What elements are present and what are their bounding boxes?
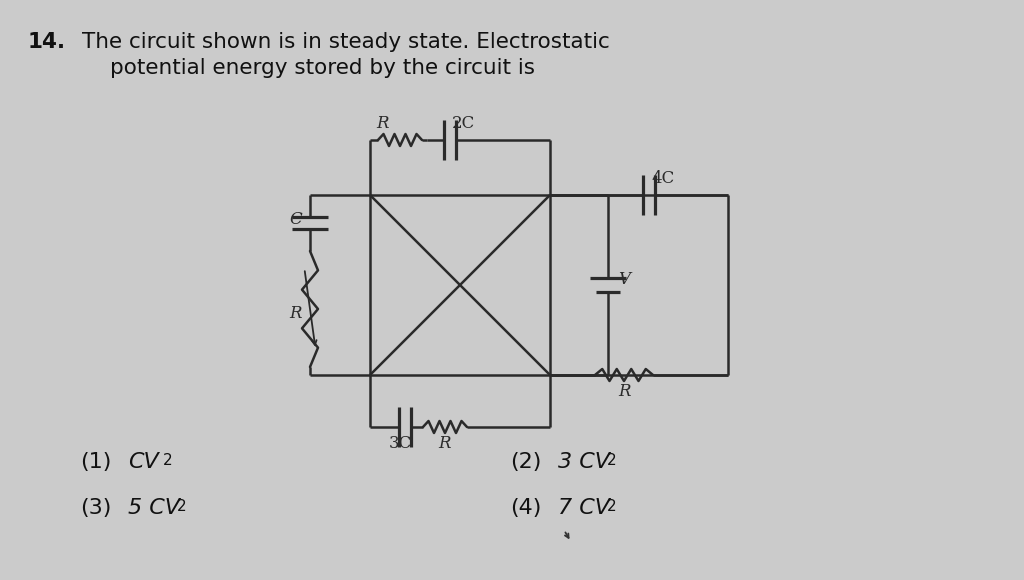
Text: The circuit shown is in steady state. Electrostatic: The circuit shown is in steady state. El… <box>82 32 609 52</box>
Text: (3): (3) <box>80 498 112 518</box>
Text: (2): (2) <box>510 452 542 472</box>
Text: 7 CV: 7 CV <box>558 498 610 518</box>
Text: 2: 2 <box>607 499 616 514</box>
Text: 14.: 14. <box>28 32 67 52</box>
Text: 3C: 3C <box>388 435 412 452</box>
Text: 2: 2 <box>607 453 616 468</box>
Text: 5 CV: 5 CV <box>128 498 180 518</box>
Text: V: V <box>618 271 630 288</box>
Text: R: R <box>290 306 302 322</box>
Text: CV: CV <box>128 452 159 472</box>
Text: R: R <box>438 435 452 452</box>
Text: 2: 2 <box>163 453 173 468</box>
Text: (1): (1) <box>80 452 112 472</box>
Text: R: R <box>377 115 389 132</box>
Text: potential energy stored by the circuit is: potential energy stored by the circuit i… <box>110 58 535 78</box>
Text: 2: 2 <box>177 499 186 514</box>
Text: 4C: 4C <box>651 170 674 187</box>
Text: (4): (4) <box>510 498 542 518</box>
Text: R: R <box>617 383 630 400</box>
Text: C: C <box>289 211 302 227</box>
Text: 2C: 2C <box>452 115 475 132</box>
Text: 3 CV: 3 CV <box>558 452 610 472</box>
